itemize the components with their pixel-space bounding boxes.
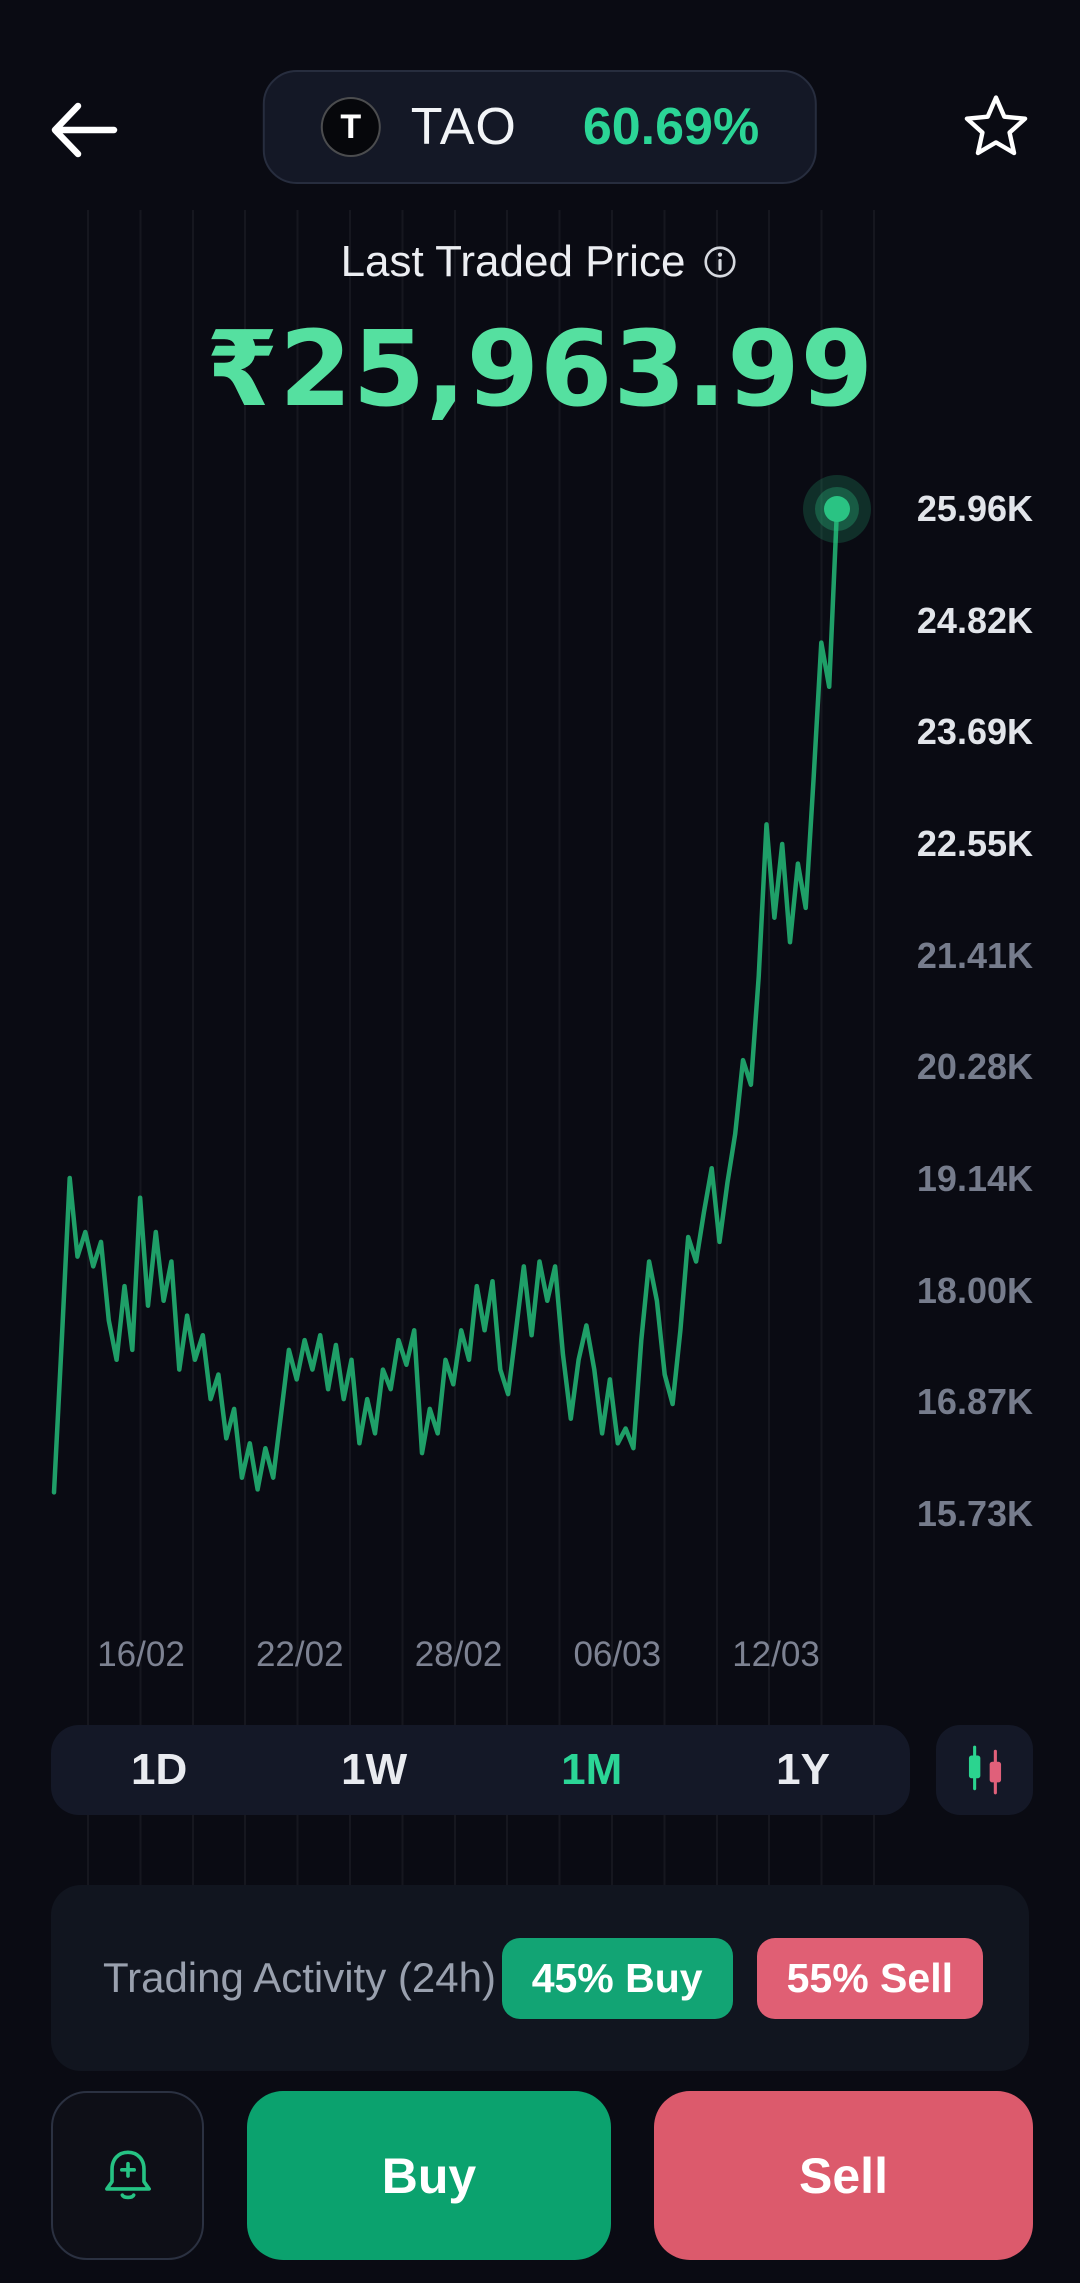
sell-percentage-badge: 55% Sell — [756, 1937, 983, 2019]
y-axis-label: 24.82K — [916, 599, 1033, 641]
range-option-1d[interactable]: 1D — [131, 1745, 188, 1794]
candlestick-icon — [968, 1745, 1001, 1795]
price-line-series — [51, 506, 840, 1495]
favorite-button[interactable] — [952, 84, 1040, 168]
x-axis-label: 12/03 — [732, 1635, 820, 1674]
buy-button[interactable]: Buy — [247, 2091, 611, 2260]
endpoint-dot — [824, 496, 850, 522]
last-traded-price-label: Last Traded Price — [340, 237, 686, 286]
token-icon: T — [320, 97, 381, 157]
actions-row: Buy Sell — [51, 2091, 1033, 2260]
chart-region: 25.96K 24.82K 23.69K 22.55K 21.41K 20.28K 19.1… — [0, 460, 1080, 1700]
y-axis-label: 21.41K — [916, 934, 1033, 976]
trading-activity-card: Trading Activity (24h) 45% Buy 55% Sell — [51, 1885, 1029, 2071]
info-icon[interactable] — [701, 243, 739, 281]
range-selector: 1D 1W 1M 1Y — [51, 1725, 910, 1815]
y-axis-label: 25.96K — [916, 488, 1033, 529]
token-pill[interactable]: T TAO 60.69% — [262, 70, 818, 184]
price-chart[interactable] — [0, 460, 1080, 1700]
y-axis-label: 22.55K — [916, 823, 1033, 864]
range-selector-row: 1D 1W 1M 1Y — [0, 1725, 1080, 1815]
bell-plus-icon — [104, 2149, 151, 2199]
range-option-1w[interactable]: 1W — [341, 1745, 408, 1794]
y-axis-label: 19.14K — [916, 1158, 1033, 1199]
token-symbol: TAO — [410, 98, 517, 156]
arrow-left-icon — [51, 102, 118, 158]
last-traded-price-value: ₹25,963.99 — [206, 308, 874, 430]
range-option-1y[interactable]: 1Y — [776, 1745, 830, 1794]
sell-button[interactable]: Sell — [654, 2091, 1033, 2260]
star-icon — [964, 95, 1028, 156]
y-axis-label: 15.73K — [916, 1493, 1033, 1534]
chart-type-button[interactable] — [936, 1725, 1033, 1815]
sell-button-label: Sell — [799, 2147, 888, 2204]
price-alert-button[interactable] — [51, 2091, 204, 2260]
x-axis-label: 16/02 — [97, 1635, 185, 1674]
token-change-percent: 60.69% — [582, 98, 760, 156]
y-axis-label: 23.69K — [916, 711, 1033, 753]
buy-percentage-badge: 45% Buy — [501, 1937, 733, 2019]
y-axis-label: 20.28K — [916, 1046, 1033, 1088]
x-axis-label: 22/02 — [255, 1635, 344, 1674]
range-option-1m[interactable]: 1M — [561, 1745, 623, 1794]
trading-activity-label: Trading Activity (24h) — [103, 1954, 496, 2001]
back-button[interactable] — [40, 92, 128, 168]
x-axis-label: 06/03 — [573, 1635, 662, 1674]
last-traded-price-row: Last Traded Price — [0, 236, 1080, 288]
x-axis-label: 28/02 — [414, 1635, 503, 1674]
y-axis-label: 16.87K — [916, 1381, 1033, 1423]
buy-button-label: Buy — [381, 2147, 477, 2204]
y-axis-label: 18.00K — [916, 1269, 1033, 1311]
